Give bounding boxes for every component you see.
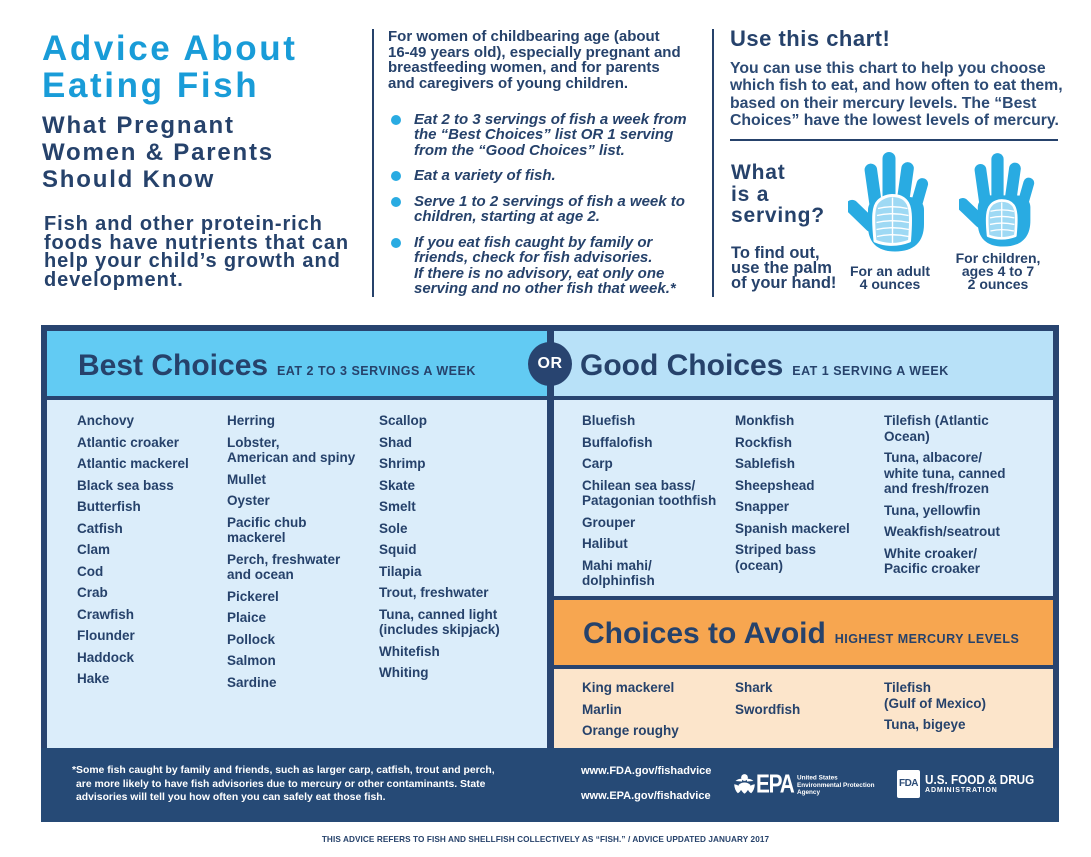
svg-text:Environmental Protection: Environmental Protection <box>797 782 875 789</box>
svg-text:Agency: Agency <box>797 789 820 796</box>
svg-text:EPA: EPA <box>756 772 795 796</box>
svg-text:United States: United States <box>797 774 838 781</box>
